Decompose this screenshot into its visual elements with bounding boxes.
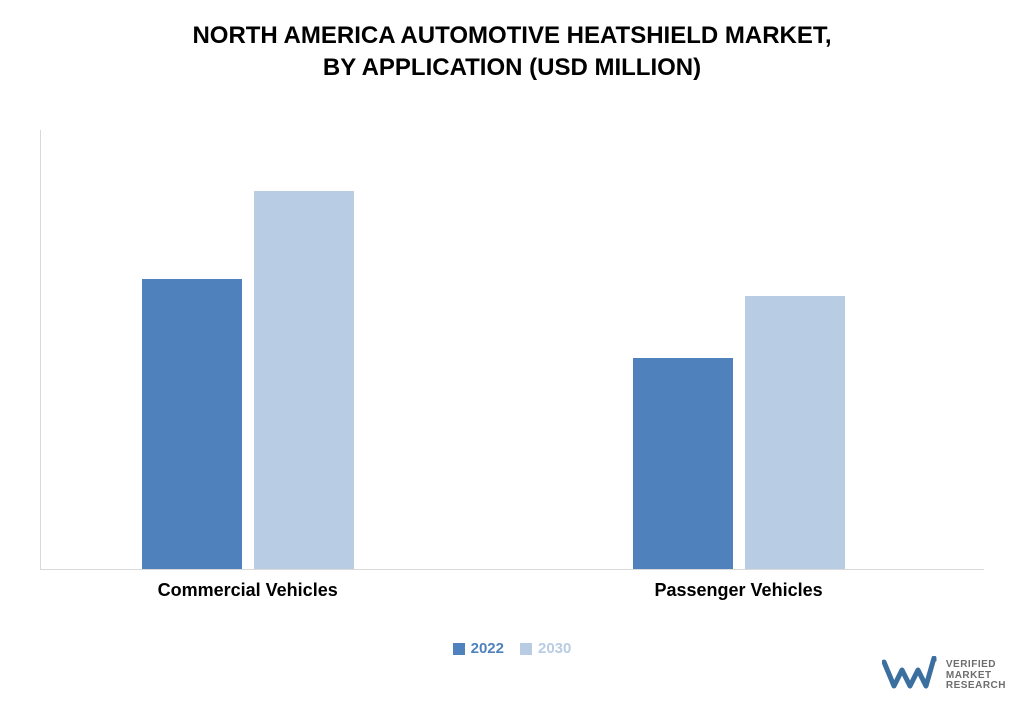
bar-group (633, 296, 845, 569)
legend-label: 2030 (538, 640, 571, 657)
bar (633, 358, 733, 569)
chart-legend: 2022 2030 (0, 640, 1024, 660)
bar (254, 191, 354, 569)
legend-swatch (453, 643, 465, 655)
legend-label: 2022 (471, 640, 504, 657)
watermark-logo-icon (882, 656, 938, 696)
title-line-1: NORTH AMERICA AUTOMOTIVE HEATSHIELD MARK… (0, 20, 1024, 52)
bar-group (142, 191, 354, 569)
bar (745, 296, 845, 569)
x-axis-label: Passenger Vehicles (654, 580, 822, 601)
legend-swatch (520, 643, 532, 655)
x-axis-labels: Commercial Vehicles Passenger Vehicles (40, 580, 984, 610)
legend-item: 2030 (520, 640, 571, 657)
chart-title: NORTH AMERICA AUTOMOTIVE HEATSHIELD MARK… (0, 0, 1024, 85)
watermark-line-3: RESEARCH (946, 681, 1006, 692)
bar (142, 279, 242, 569)
watermark-text: VERIFIED MARKET RESEARCH (946, 660, 1006, 692)
legend-item: 2022 (453, 640, 504, 657)
chart-plot-area (40, 130, 984, 570)
watermark: VERIFIED MARKET RESEARCH (882, 656, 1006, 696)
x-axis-label: Commercial Vehicles (158, 580, 338, 601)
title-line-2: BY APPLICATION (USD MILLION) (0, 52, 1024, 84)
